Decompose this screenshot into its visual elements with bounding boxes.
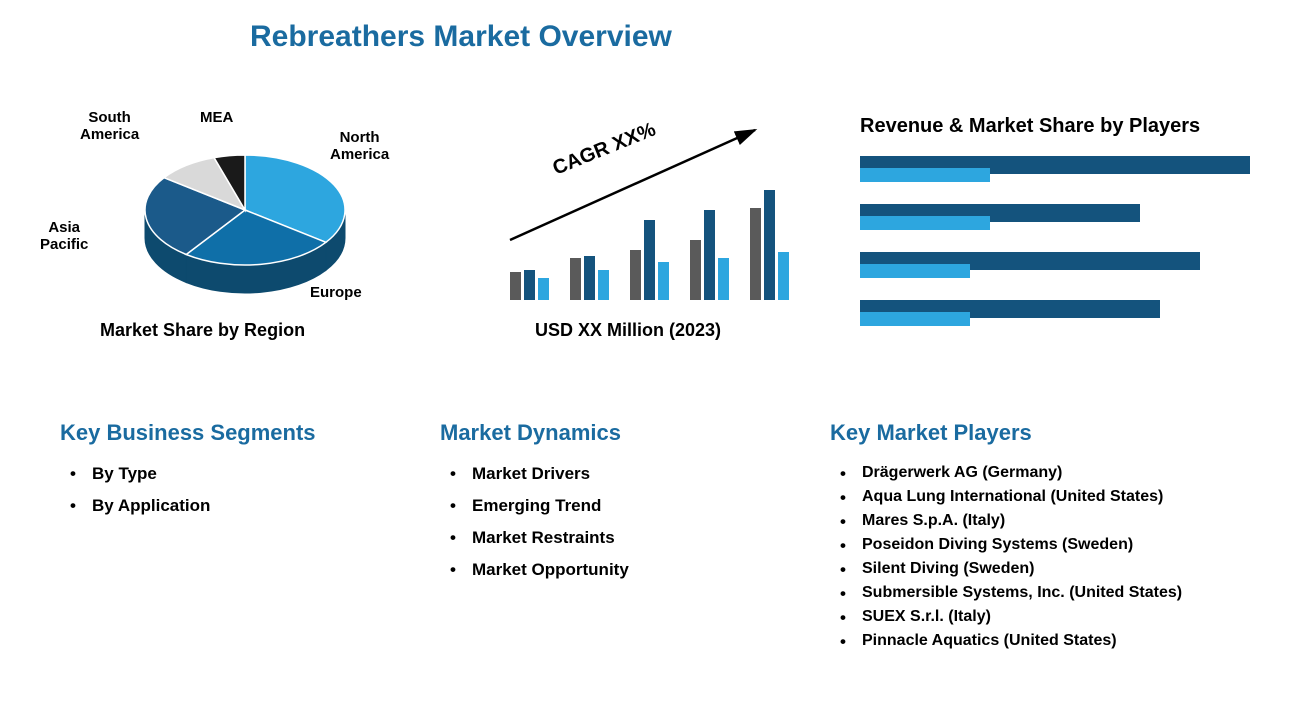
dynamics-heading: Market Dynamics — [440, 420, 780, 446]
player-bar-row — [860, 300, 1270, 328]
pie-slice-label: Europe — [310, 285, 362, 302]
list-item: Emerging Trend — [450, 496, 780, 516]
section-players: Key Market Players Drägerwerk AG (German… — [830, 420, 1290, 656]
list-item: Mares S.p.A. (Italy) — [840, 512, 1290, 530]
list-item: Poseidon Diving Systems (Sweden) — [840, 536, 1290, 554]
pie-region-share: NorthAmerica Europe AsiaPacific SouthAmeric… — [40, 110, 410, 370]
pie-slice-label: AsiaPacific — [40, 220, 88, 253]
players-heading: Key Market Players — [830, 420, 1290, 446]
list-item: Pinnacle Aquatics (United States) — [840, 632, 1290, 650]
pie-caption: Market Share by Region — [100, 320, 305, 341]
pie-slice-label: MEA — [200, 110, 233, 127]
pie-slice-label: NorthAmerica — [330, 130, 389, 163]
players-revenue-chart: Revenue & Market Share by Players — [860, 115, 1270, 355]
player-bar-row — [860, 204, 1270, 232]
list-item: SUEX S.r.l. (Italy) — [840, 608, 1290, 626]
section-dynamics: Market Dynamics Market Drivers Emerging T… — [440, 420, 780, 592]
list-item: By Application — [70, 496, 400, 516]
list-item: Market Restraints — [450, 528, 780, 548]
section-segments: Key Business Segments By Type By Applicat… — [60, 420, 400, 528]
list-item: Market Opportunity — [450, 560, 780, 580]
players-chart-title: Revenue & Market Share by Players — [860, 115, 1270, 138]
pie-slice-label: SouthAmerica — [80, 110, 139, 143]
segments-heading: Key Business Segments — [60, 420, 400, 446]
list-item: By Type — [70, 464, 400, 484]
player-bar-row — [860, 252, 1270, 280]
list-item: Drägerwerk AG (Germany) — [840, 464, 1290, 482]
bar-caption: USD XX Million (2023) — [535, 320, 721, 341]
bar-cagr-chart: CAGR XX% USD XX Million (2023) — [480, 120, 800, 360]
player-bar-row — [860, 156, 1270, 184]
list-item: Submersible Systems, Inc. (United States… — [840, 584, 1290, 602]
list-item: Silent Diving (Sweden) — [840, 560, 1290, 578]
list-item: Market Drivers — [450, 464, 780, 484]
page-title: Rebreathers Market Overview — [250, 20, 672, 54]
list-item: Aqua Lung International (United States) — [840, 488, 1290, 506]
